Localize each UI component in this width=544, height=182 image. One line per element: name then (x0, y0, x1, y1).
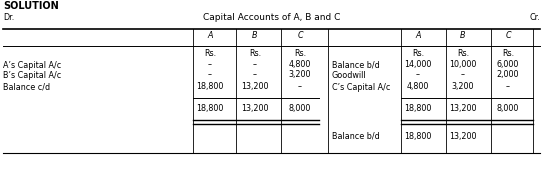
Text: 8,000: 8,000 (289, 104, 311, 114)
Text: 13,200: 13,200 (241, 82, 269, 92)
Text: 18,800: 18,800 (404, 104, 432, 114)
Text: 4,800: 4,800 (407, 82, 429, 92)
Text: 13,200: 13,200 (449, 104, 477, 114)
Text: 14,000: 14,000 (404, 60, 432, 70)
Text: 3,200: 3,200 (289, 70, 311, 80)
Text: Dr.: Dr. (3, 13, 14, 23)
Text: –: – (506, 82, 510, 92)
Text: –: – (208, 70, 212, 80)
Text: –: – (298, 82, 302, 92)
Text: –: – (208, 60, 212, 70)
Text: B: B (460, 31, 466, 41)
Text: B’s Capital A/c: B’s Capital A/c (3, 70, 61, 80)
Text: A’s Capital A/c: A’s Capital A/c (3, 60, 61, 70)
Text: Cr.: Cr. (529, 13, 540, 23)
Text: –: – (253, 70, 257, 80)
Text: 6,000: 6,000 (497, 60, 519, 70)
Text: SOLUTION: SOLUTION (3, 1, 59, 11)
Text: 2,000: 2,000 (497, 70, 520, 80)
Text: C: C (505, 31, 511, 41)
Text: 18,800: 18,800 (404, 132, 432, 141)
Text: A: A (207, 31, 213, 41)
Text: –: – (253, 60, 257, 70)
Text: –: – (461, 70, 465, 80)
Text: Rs.: Rs. (249, 50, 261, 58)
Text: Rs.: Rs. (204, 50, 216, 58)
Text: 18,800: 18,800 (196, 82, 224, 92)
Text: Rs.: Rs. (457, 50, 469, 58)
Text: Capital Accounts of A, B and C: Capital Accounts of A, B and C (203, 13, 341, 23)
Text: Goodwill: Goodwill (332, 70, 367, 80)
Text: 4,800: 4,800 (289, 60, 311, 70)
Text: 3,200: 3,200 (452, 82, 474, 92)
Text: –: – (416, 70, 420, 80)
Text: 18,800: 18,800 (196, 104, 224, 114)
Text: Balance b/d: Balance b/d (332, 60, 380, 70)
Text: B: B (252, 31, 258, 41)
Text: Rs.: Rs. (502, 50, 514, 58)
Text: Balance c/d: Balance c/d (3, 82, 50, 92)
Text: A: A (415, 31, 421, 41)
Text: Rs.: Rs. (412, 50, 424, 58)
Text: 13,200: 13,200 (241, 104, 269, 114)
Text: 8,000: 8,000 (497, 104, 519, 114)
Text: Rs.: Rs. (294, 50, 306, 58)
Text: C’s Capital A/c: C’s Capital A/c (332, 82, 391, 92)
Text: Balance b/d: Balance b/d (332, 132, 380, 141)
Text: C: C (297, 31, 303, 41)
Text: 13,200: 13,200 (449, 132, 477, 141)
Text: 10,000: 10,000 (449, 60, 477, 70)
